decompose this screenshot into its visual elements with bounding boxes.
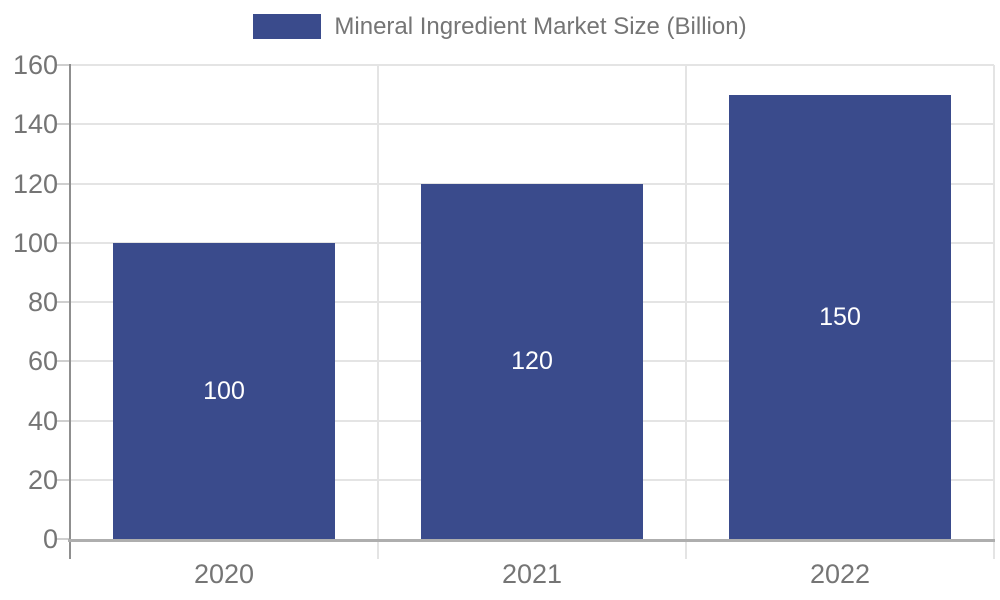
y-tick-label: 40 [27, 405, 58, 436]
bar-value-label: 100 [203, 376, 245, 405]
x-tick-label: 2021 [501, 559, 563, 589]
y-tick-label: 0 [42, 524, 58, 554]
v-gridline [685, 65, 687, 559]
y-tick-label: 100 [12, 227, 58, 258]
y-tick-label: 20 [27, 464, 58, 495]
x-tick-label: 2020 [193, 559, 255, 589]
bar: 100 [113, 242, 335, 539]
x-tick-label: 2022 [809, 559, 871, 589]
bar-value-label: 150 [819, 302, 861, 331]
y-tick-label: 80 [27, 287, 58, 317]
y-tick [56, 419, 70, 422]
v-gridline [377, 65, 379, 559]
bar-value-label: 120 [511, 347, 553, 376]
y-tick [56, 478, 70, 481]
y-tick [56, 241, 70, 244]
y-tick [56, 538, 70, 540]
plot-border-right [993, 65, 995, 559]
y-tick [56, 64, 70, 66]
y-tick [56, 123, 70, 126]
bar: 150 [729, 94, 951, 539]
y-tick [56, 360, 70, 363]
y-tick [56, 182, 70, 185]
y-tick-label: 120 [12, 168, 58, 199]
y-tick-label: 140 [12, 109, 58, 140]
legend-swatch [253, 14, 322, 39]
h-gridline [70, 64, 994, 66]
y-axis-line [69, 64, 71, 559]
legend[interactable]: Mineral Ingredient Market Size (Billion) [0, 14, 1000, 39]
y-tick [56, 301, 70, 303]
y-tick-label: 160 [12, 50, 58, 80]
h-gridline [70, 123, 994, 126]
bar: 120 [421, 183, 643, 539]
y-tick-label: 60 [27, 346, 58, 377]
legend-label: Mineral Ingredient Market Size (Billion) [334, 13, 747, 40]
x-axis-line [68, 539, 995, 542]
